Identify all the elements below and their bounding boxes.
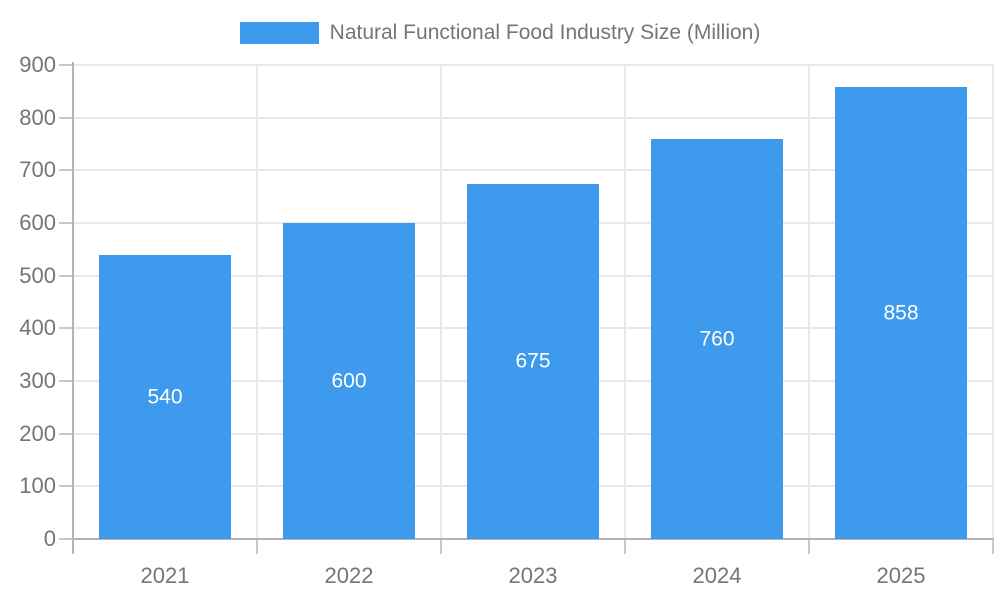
bar-2023[interactable]	[467, 183, 599, 539]
x-tick	[256, 540, 258, 554]
plot-right-border	[992, 65, 994, 539]
x-axis-label: 2021	[140, 563, 190, 588]
y-tick	[59, 64, 73, 66]
chart-legend[interactable]: Natural Functional Food Industry Size (M…	[0, 21, 1000, 45]
bar-value-label: 675	[515, 349, 551, 373]
y-axis-label: 900	[19, 52, 56, 77]
x-tick	[624, 540, 626, 554]
x-gridline	[440, 65, 442, 539]
x-axis-line	[72, 538, 994, 540]
bar-value-label: 600	[331, 369, 367, 393]
y-gridline	[73, 169, 993, 172]
legend-swatch[interactable]	[239, 22, 319, 44]
y-axis-label: 600	[19, 210, 56, 235]
y-gridline	[73, 116, 993, 119]
bar-value-label: 760	[699, 327, 735, 351]
y-tick	[59, 222, 73, 224]
x-axis-label: 2024	[692, 563, 742, 588]
bar-value-label: 540	[147, 385, 183, 409]
x-tick	[808, 540, 810, 554]
bar-2021[interactable]	[99, 254, 231, 539]
y-axis-label: 700	[19, 157, 56, 183]
y-tick	[59, 327, 73, 330]
y-axis-label: 200	[19, 420, 56, 446]
y-axis-line	[72, 62, 74, 553]
y-axis-label: 100	[19, 473, 56, 499]
bar-2022[interactable]	[283, 223, 415, 539]
y-tick	[59, 274, 73, 277]
y-axis-label: 400	[19, 315, 56, 341]
x-axis-label: 2022	[324, 563, 374, 588]
y-axis-label: 0	[43, 526, 56, 551]
x-axis-label: 2025	[876, 563, 926, 588]
x-tick	[440, 540, 442, 554]
x-gridline	[808, 65, 810, 539]
y-tick	[59, 116, 73, 119]
y-tick	[59, 485, 73, 488]
x-tick	[992, 540, 994, 554]
bar-2024[interactable]	[651, 138, 783, 539]
y-axis-label: 800	[19, 104, 56, 130]
y-tick	[59, 169, 73, 172]
y-gridline	[73, 64, 993, 66]
y-tick	[59, 380, 73, 382]
legend-label[interactable]: Natural Functional Food Industry Size (M…	[329, 21, 761, 44]
x-gridline	[256, 65, 258, 539]
y-tick	[59, 432, 73, 435]
y-axis-label: 300	[19, 368, 56, 393]
y-tick	[59, 538, 73, 540]
x-gridline	[624, 65, 626, 539]
x-axis-label: 2023	[508, 563, 558, 588]
bar-2025[interactable]	[835, 87, 967, 539]
bar-value-label: 858	[883, 301, 919, 325]
y-axis-label: 500	[19, 262, 56, 288]
